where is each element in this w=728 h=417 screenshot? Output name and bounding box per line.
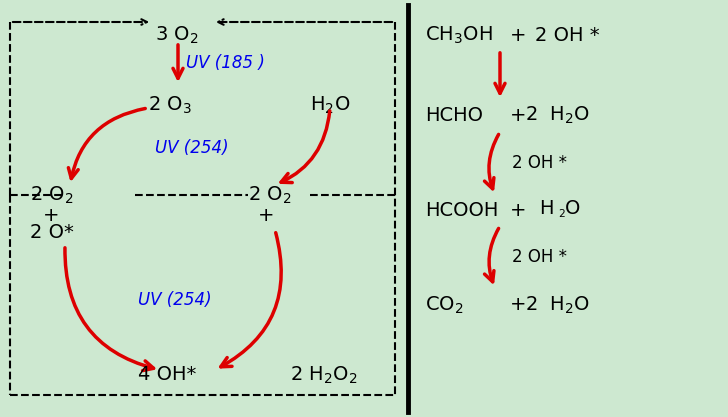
Text: $_2$: $_2$ xyxy=(558,204,566,219)
Text: O: O xyxy=(565,198,580,218)
Text: 2 O*: 2 O* xyxy=(30,223,74,241)
Text: 2 H$_2$O$_2$: 2 H$_2$O$_2$ xyxy=(290,364,357,386)
Text: +: + xyxy=(510,106,526,125)
Text: +: + xyxy=(510,296,526,314)
Text: 4 OH*: 4 OH* xyxy=(138,365,197,384)
Text: 2 O$_2$: 2 O$_2$ xyxy=(248,184,291,206)
Text: +: + xyxy=(510,201,526,219)
Text: +: + xyxy=(510,25,526,45)
Text: UV (254): UV (254) xyxy=(138,291,212,309)
Text: 2 OH *: 2 OH * xyxy=(512,248,567,266)
Text: HCHO: HCHO xyxy=(425,106,483,125)
Text: 2  H$_2$O: 2 H$_2$O xyxy=(525,104,590,126)
Text: HCOOH: HCOOH xyxy=(425,201,499,219)
Text: 2 O$_2$: 2 O$_2$ xyxy=(30,184,74,206)
Text: 2  H$_2$O: 2 H$_2$O xyxy=(525,294,590,316)
Text: 3 O$_2$: 3 O$_2$ xyxy=(155,25,199,46)
Text: 2 O$_3$: 2 O$_3$ xyxy=(148,95,191,116)
Text: 2 OH *: 2 OH * xyxy=(512,154,567,172)
Text: UV (254): UV (254) xyxy=(155,139,229,157)
Text: 2 OH *: 2 OH * xyxy=(535,25,600,45)
Text: CO$_2$: CO$_2$ xyxy=(425,294,464,316)
Text: CH$_3$OH: CH$_3$OH xyxy=(425,24,493,45)
Text: +: + xyxy=(258,206,274,224)
Text: +: + xyxy=(43,206,60,224)
Text: H$_2$O: H$_2$O xyxy=(310,95,350,116)
Text: UV (185 ): UV (185 ) xyxy=(186,54,265,72)
Text: H: H xyxy=(540,198,561,218)
